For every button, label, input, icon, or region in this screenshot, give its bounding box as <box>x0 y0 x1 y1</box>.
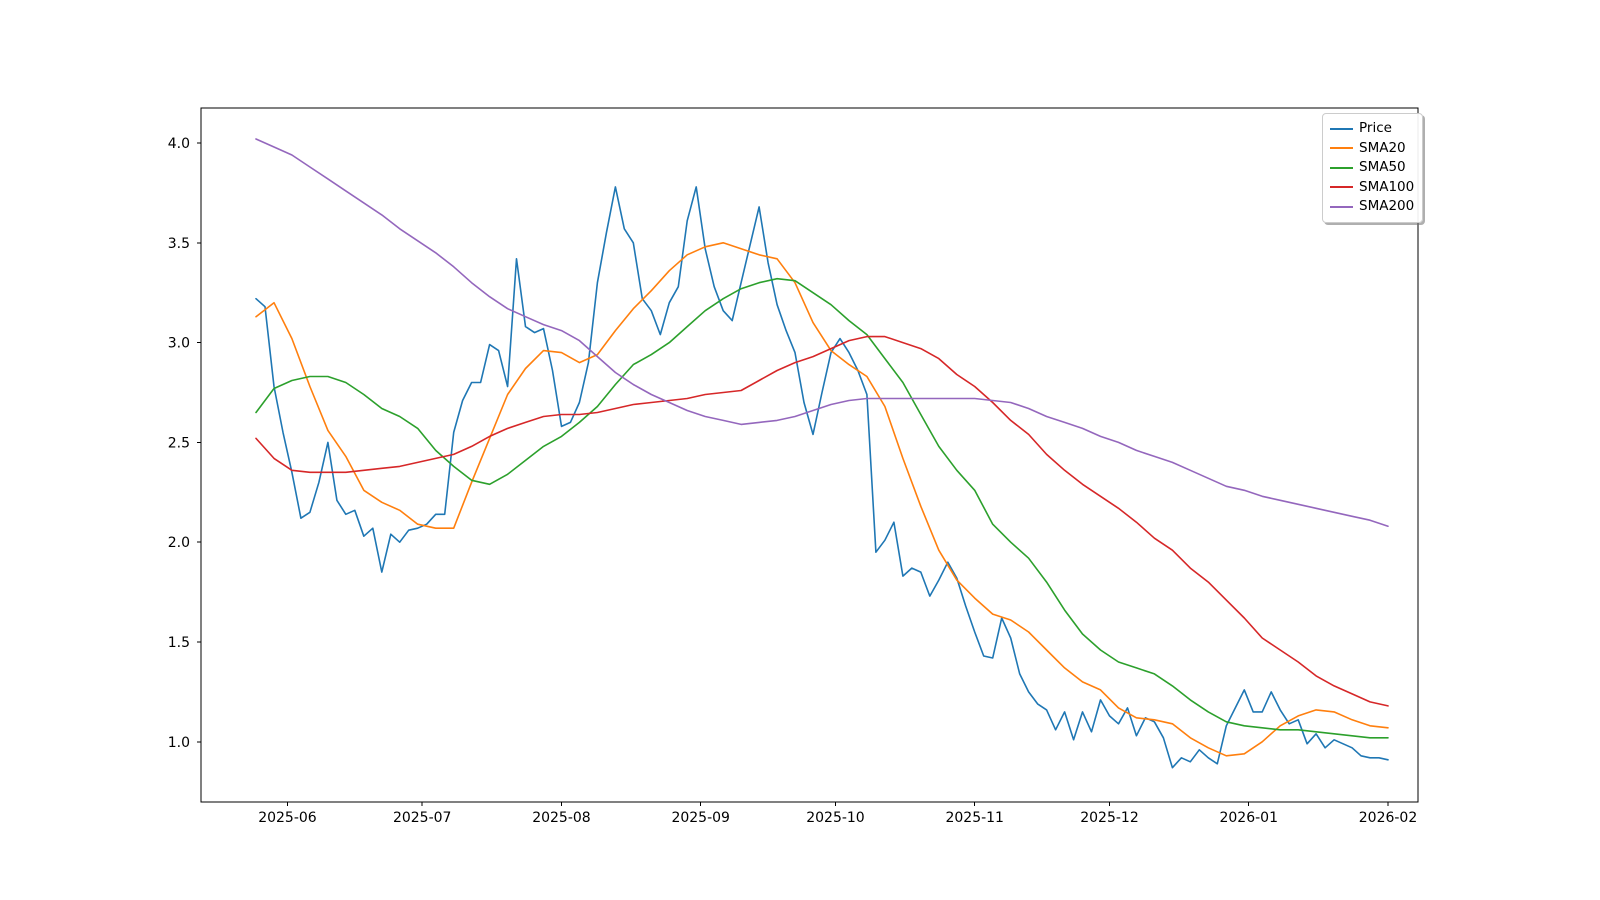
legend-line-swatch-sma20 <box>1330 147 1353 150</box>
y-tick-label: 3.0 <box>168 336 190 352</box>
y-tick-label: 1.0 <box>168 735 190 751</box>
x-tick-label: 2025-09 <box>671 810 730 826</box>
legend-label-price: Price <box>1359 120 1392 136</box>
legend-label-sma20: SMA20 <box>1359 139 1406 156</box>
legend-line-swatch-sma100 <box>1330 186 1353 189</box>
series-line-sma200 <box>255 138 1389 528</box>
legend-line-swatch-sma50 <box>1330 166 1353 169</box>
legend-label-sma200: SMA200 <box>1359 198 1415 214</box>
plot-border <box>200 107 1419 803</box>
series-line-price <box>255 186 1389 769</box>
legend-item-sma200: SMA200 <box>1330 197 1414 217</box>
x-tick-label: 2025-08 <box>532 810 591 826</box>
legend-box: Price SMA20 SMA50 SMA100 SMA200 <box>1322 113 1424 223</box>
legend-item-price: Price <box>1330 119 1414 139</box>
x-tick-label: 2025-11 <box>945 810 1004 826</box>
series-line-sma100 <box>255 335 1389 707</box>
x-tick-label: 2025-12 <box>1080 810 1139 826</box>
y-tick-label: 4.0 <box>168 136 190 152</box>
x-tick-label: 2026-02 <box>1359 810 1418 826</box>
y-tick-label: 3.5 <box>168 236 190 252</box>
y-axis: 1.0 1.5 2.0 2.5 3.0 3.5 4.0 <box>168 136 201 751</box>
x-tick-label: 2025-10 <box>806 810 865 826</box>
y-tick-label: 2.5 <box>168 435 190 451</box>
axes: 2025-06 2025-07 2025-08 2025-09 2025-10 2025-… <box>168 107 1419 826</box>
series-line-sma50 <box>255 277 1389 739</box>
legend-item-sma100: SMA100 <box>1330 178 1414 198</box>
legend-label-sma100: SMA100 <box>1359 178 1415 195</box>
y-tick-label: 2.0 <box>168 535 190 551</box>
x-tick-label: 2026-01 <box>1219 810 1278 826</box>
series-lines <box>255 138 1389 769</box>
x-tick-label: 2025-06 <box>258 810 317 826</box>
legend-line-swatch-price <box>1330 127 1353 130</box>
series-line-sma20 <box>255 242 1389 757</box>
legend-label-sma50: SMA50 <box>1359 159 1406 175</box>
legend-line-swatch-sma200 <box>1330 205 1353 208</box>
y-tick-label: 1.5 <box>168 635 190 651</box>
x-axis: 2025-06 2025-07 2025-08 2025-09 2025-10 2025-… <box>258 802 1417 826</box>
x-tick-label: 2025-07 <box>393 810 452 826</box>
legend-item-sma50: SMA50 <box>1330 158 1414 178</box>
legend-item-sma20: SMA20 <box>1330 139 1414 159</box>
